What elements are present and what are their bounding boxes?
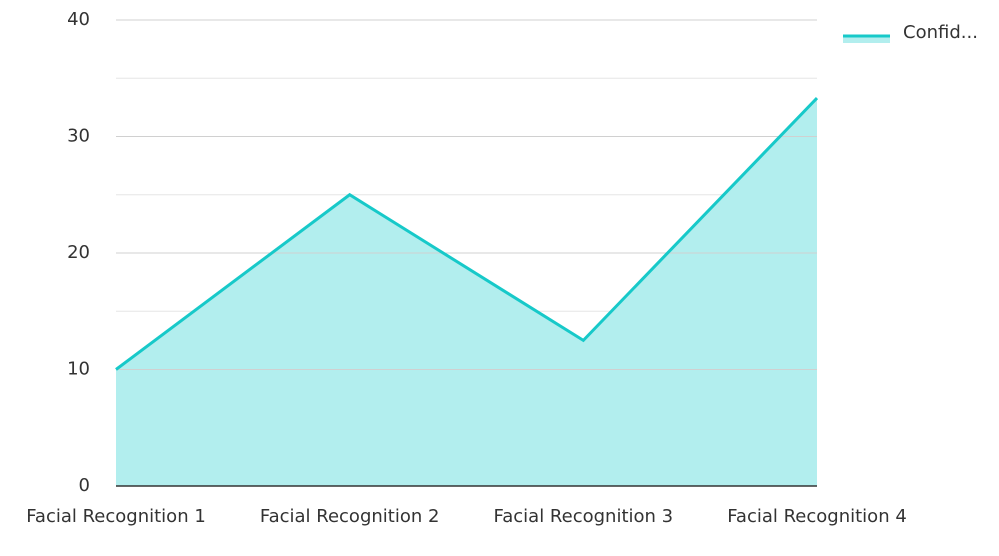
y-tick-label: 20 [67, 242, 90, 263]
x-tick-label: Facial Recognition 1 [26, 506, 206, 527]
x-tick-label: Facial Recognition 4 [727, 506, 907, 527]
x-tick-label: Facial Recognition 2 [259, 506, 440, 527]
area-fill [116, 98, 817, 487]
line [115, 97, 819, 371]
y-tick-label: 10 [67, 359, 90, 380]
y-tick-label: 0 [79, 475, 90, 496]
x-tick-label: Facial Recognition 3 [493, 506, 674, 527]
y-tick-label: 40 [67, 9, 90, 30]
legend-swatch-fill [843, 36, 890, 43]
y-tick-label: 30 [67, 126, 90, 147]
legend-label: Confid... [903, 22, 978, 43]
